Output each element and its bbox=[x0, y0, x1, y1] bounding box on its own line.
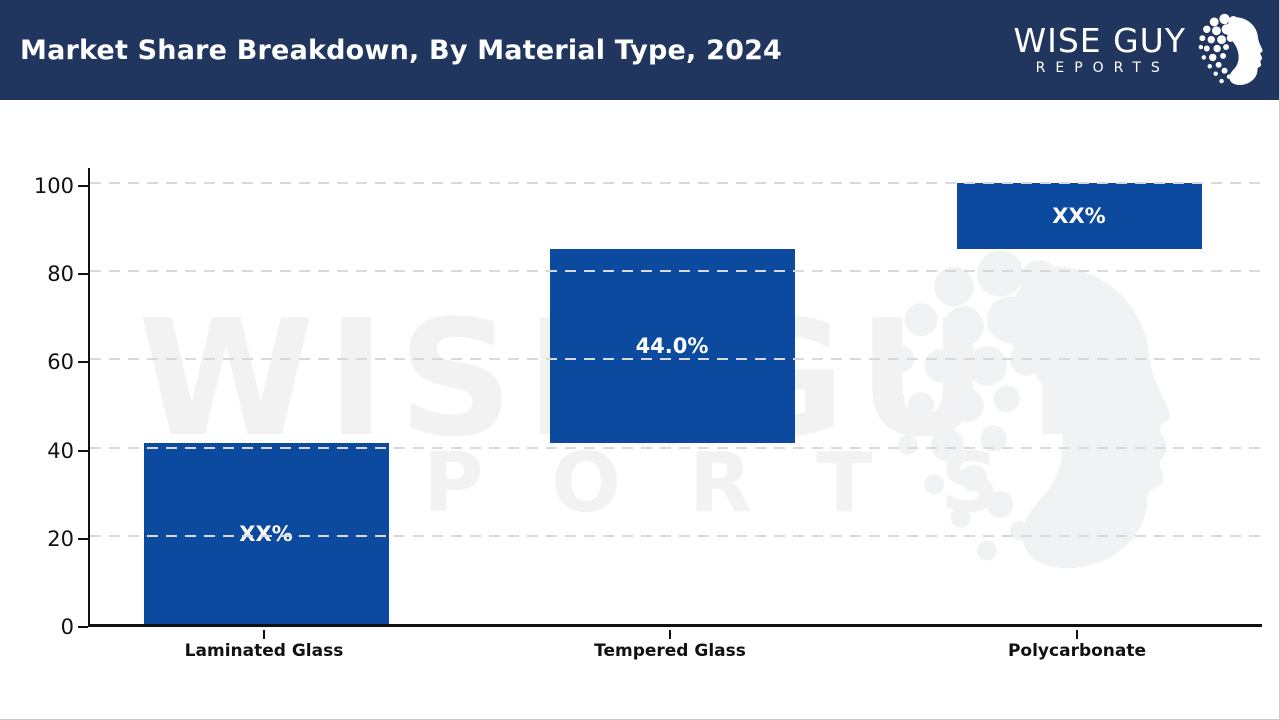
y-tick-label: 80 bbox=[47, 262, 74, 287]
gridline-40 bbox=[90, 446, 1264, 449]
logo-text: WISE GUY REPORTS bbox=[1013, 20, 1186, 77]
y-tick-mark bbox=[78, 537, 88, 540]
y-tick-label: 20 bbox=[47, 526, 74, 551]
x-tick-mark bbox=[669, 630, 671, 639]
y-tick-label: 100 bbox=[33, 174, 74, 198]
x-tick-mark bbox=[263, 630, 265, 639]
bar-laminated-glass: XX% bbox=[143, 443, 389, 624]
y-tick-mark bbox=[78, 185, 88, 187]
y-tick-mark bbox=[78, 449, 88, 452]
gridline-60 bbox=[90, 358, 1264, 361]
wiseguy-logo: WISE GUY REPORTS bbox=[1013, 10, 1266, 90]
y-tick-mark bbox=[78, 361, 88, 364]
x-tick-mark bbox=[1076, 630, 1078, 639]
bar-polycarbonate: XX% bbox=[956, 183, 1202, 250]
bar-value-label: XX% bbox=[239, 521, 293, 546]
y-tick-mark bbox=[78, 626, 88, 628]
bar-value-label: XX% bbox=[1052, 204, 1106, 229]
y-tick-mark bbox=[78, 273, 88, 276]
x-category-label: Laminated Glass bbox=[184, 641, 344, 661]
bar-tempered-glass: 44.0% bbox=[549, 249, 795, 444]
x-category-label: Tempered Glass bbox=[594, 641, 746, 661]
x-category-label: Polycarbonate bbox=[1007, 641, 1147, 661]
bar-value-label: 44.0% bbox=[635, 334, 709, 359]
plot-canvas: WISE GUY REPORTS XX% 44.0% XX% 0 20 40 60 80 10… bbox=[0, 100, 1279, 719]
wiseguy-face-icon bbox=[1192, 10, 1266, 90]
gridline-20 bbox=[90, 534, 1264, 537]
y-tick-label: 0 bbox=[60, 615, 74, 639]
plot-area: XX% 44.0% XX% bbox=[88, 168, 1264, 627]
gridline-80 bbox=[90, 270, 1264, 273]
y-tick-label: 40 bbox=[47, 438, 74, 463]
y-tick-label: 60 bbox=[47, 350, 74, 375]
logo-wordmark: WISE GUY bbox=[1013, 20, 1186, 60]
chart-title: Market Share Breakdown, By Material Type… bbox=[20, 34, 783, 66]
logo-subtext: REPORTS bbox=[1035, 60, 1170, 77]
header-banner: Market Share Breakdown, By Material Type… bbox=[0, 0, 1279, 100]
gridline-100 bbox=[90, 182, 1264, 184]
